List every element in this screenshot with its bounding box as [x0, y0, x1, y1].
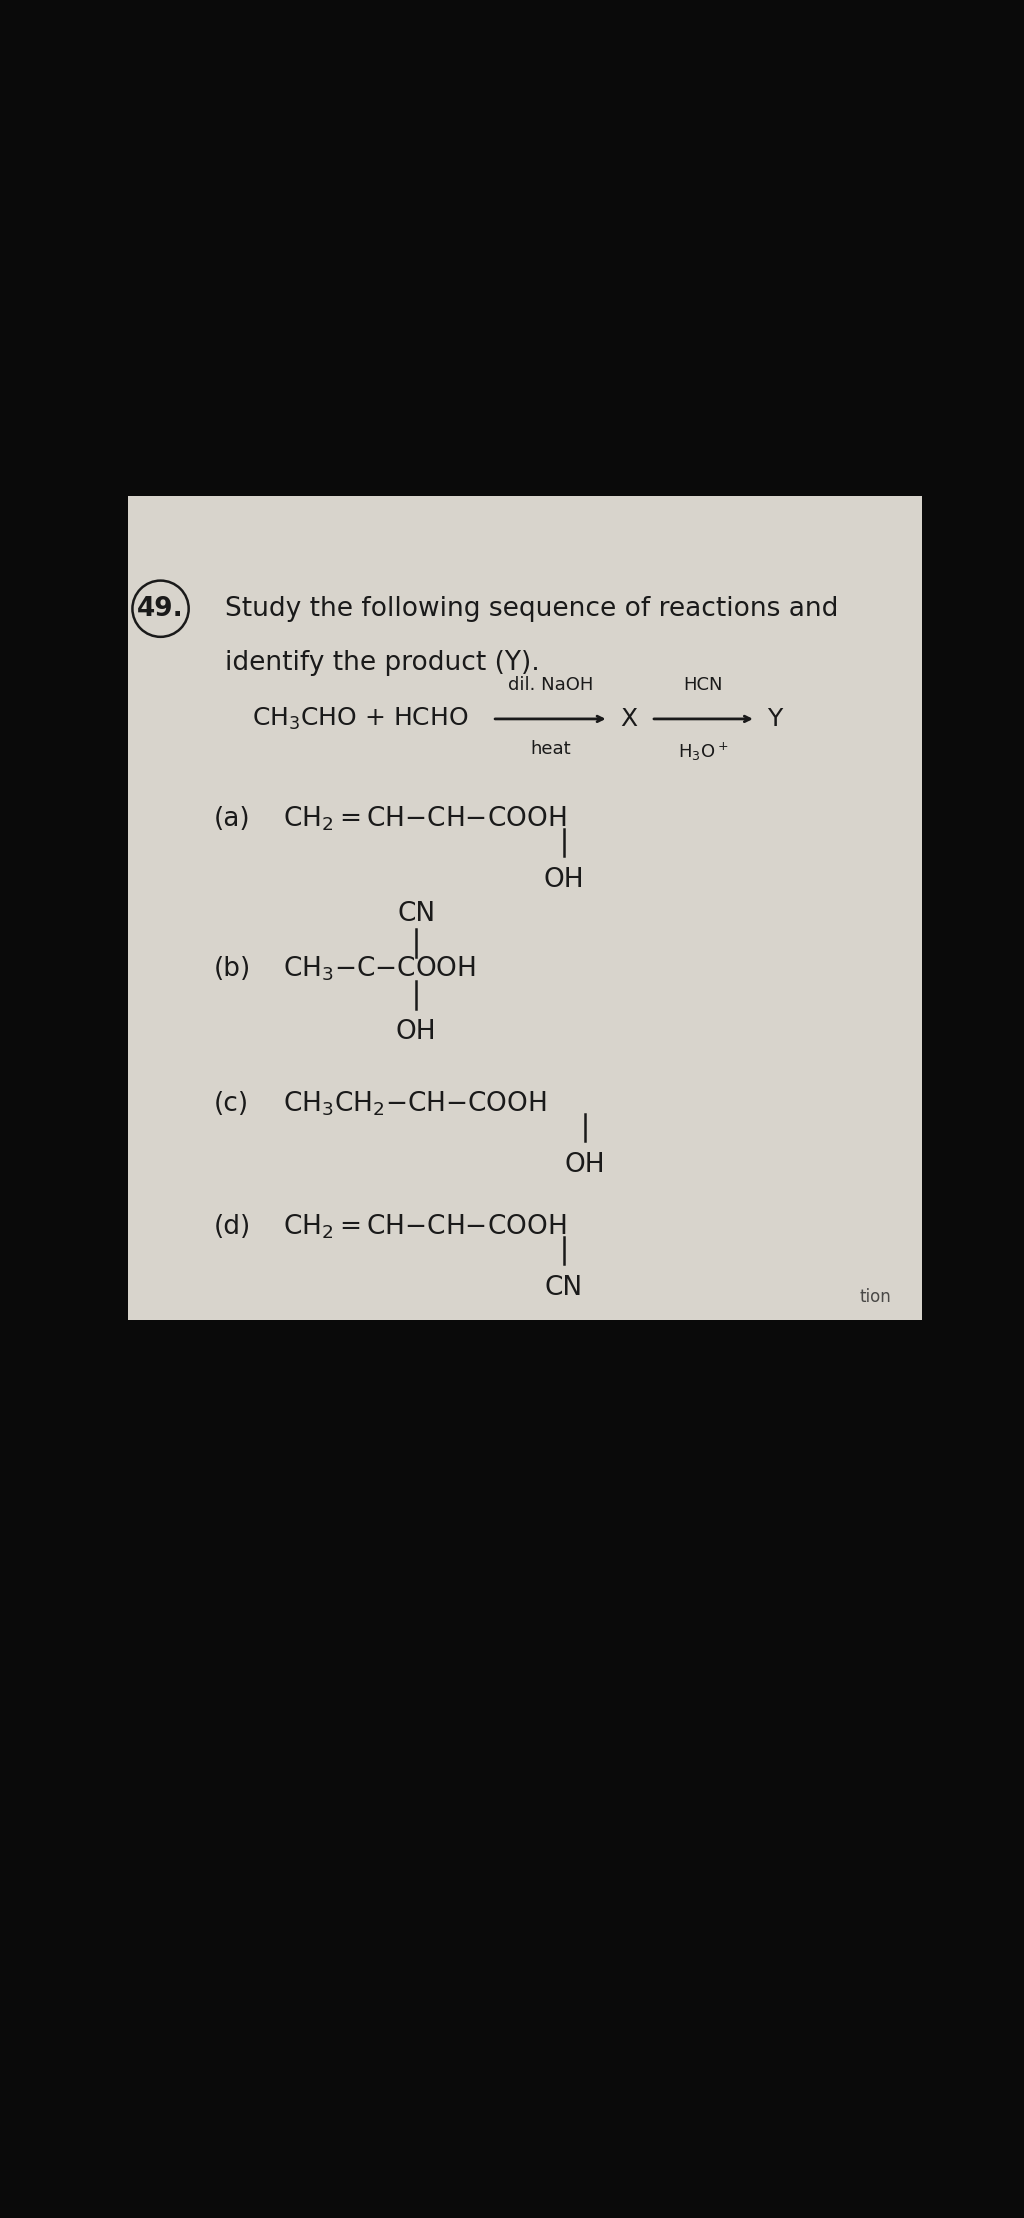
Text: (b): (b) — [213, 956, 251, 983]
Text: (a): (a) — [213, 805, 250, 832]
Text: HCN: HCN — [684, 676, 723, 694]
Text: OH: OH — [544, 867, 584, 894]
Text: (d): (d) — [213, 1213, 251, 1240]
Text: OH: OH — [396, 1020, 436, 1045]
Text: 49.: 49. — [137, 597, 184, 621]
Text: CH$_2$$=$CH$-$CH$-$COOH: CH$_2$$=$CH$-$CH$-$COOH — [283, 1213, 566, 1242]
Text: tion: tion — [859, 1289, 891, 1306]
Text: CN: CN — [545, 1275, 583, 1302]
Text: H$_3$O$^+$: H$_3$O$^+$ — [678, 741, 728, 763]
Text: identify the product (Y).: identify the product (Y). — [225, 650, 540, 676]
Text: X: X — [621, 708, 637, 732]
Text: CH$_3$CHO + HCHO: CH$_3$CHO + HCHO — [252, 705, 468, 732]
Text: CN: CN — [397, 901, 435, 927]
Text: CH$_3$CH$_2$$-$CH$-$COOH: CH$_3$CH$_2$$-$CH$-$COOH — [283, 1089, 547, 1118]
Text: CH$_3$$-$C$-$COOH: CH$_3$$-$C$-$COOH — [283, 956, 476, 983]
Text: CH$_2$$=$CH$-$CH$-$COOH: CH$_2$$=$CH$-$CH$-$COOH — [283, 805, 566, 834]
Text: heat: heat — [530, 741, 570, 759]
Text: dil. NaOH: dil. NaOH — [508, 676, 593, 694]
Text: OH: OH — [565, 1151, 605, 1178]
Text: Y: Y — [767, 708, 782, 732]
Text: Study the following sequence of reactions and: Study the following sequence of reaction… — [225, 597, 839, 621]
Text: (c): (c) — [213, 1091, 249, 1118]
FancyBboxPatch shape — [128, 495, 922, 1320]
